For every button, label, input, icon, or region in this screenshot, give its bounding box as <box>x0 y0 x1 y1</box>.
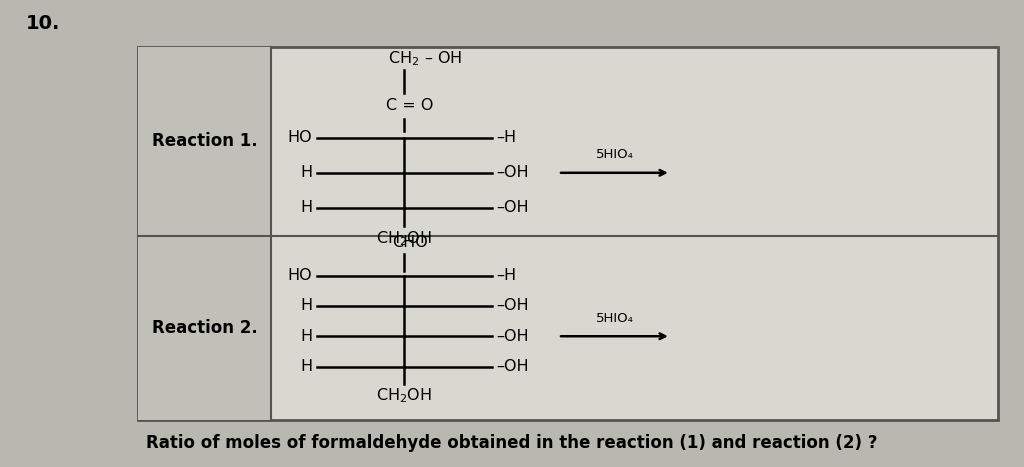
Text: Reaction 1.: Reaction 1. <box>152 132 258 150</box>
Text: H: H <box>300 298 312 313</box>
Text: –OH: –OH <box>497 298 529 313</box>
Text: HO: HO <box>288 130 312 145</box>
Text: –OH: –OH <box>497 200 529 215</box>
Text: 5HIO₄: 5HIO₄ <box>596 148 633 161</box>
Text: C = O: C = O <box>386 98 433 113</box>
Text: 10.: 10. <box>26 14 60 33</box>
Text: CHO: CHO <box>392 235 427 250</box>
Text: HO: HO <box>288 268 312 283</box>
Text: Ratio of moles of formaldehyde obtained in the reaction (1) and reaction (2) ?: Ratio of moles of formaldehyde obtained … <box>146 434 878 452</box>
Text: –OH: –OH <box>497 165 529 180</box>
Text: –H: –H <box>497 130 517 145</box>
Text: H: H <box>300 200 312 215</box>
Text: Reaction 2.: Reaction 2. <box>152 319 258 337</box>
Bar <box>138 47 998 420</box>
Bar <box>138 47 271 420</box>
Text: H: H <box>300 165 312 180</box>
Text: 5HIO₄: 5HIO₄ <box>596 311 633 325</box>
Text: CH$_2$OH: CH$_2$OH <box>377 387 432 405</box>
Text: CH$_2$OH: CH$_2$OH <box>377 229 432 248</box>
Text: H: H <box>300 359 312 374</box>
Text: –H: –H <box>497 268 517 283</box>
Text: –OH: –OH <box>497 329 529 344</box>
Text: CH$_2$ – OH: CH$_2$ – OH <box>388 49 462 68</box>
Text: –OH: –OH <box>497 359 529 374</box>
Text: H: H <box>300 329 312 344</box>
